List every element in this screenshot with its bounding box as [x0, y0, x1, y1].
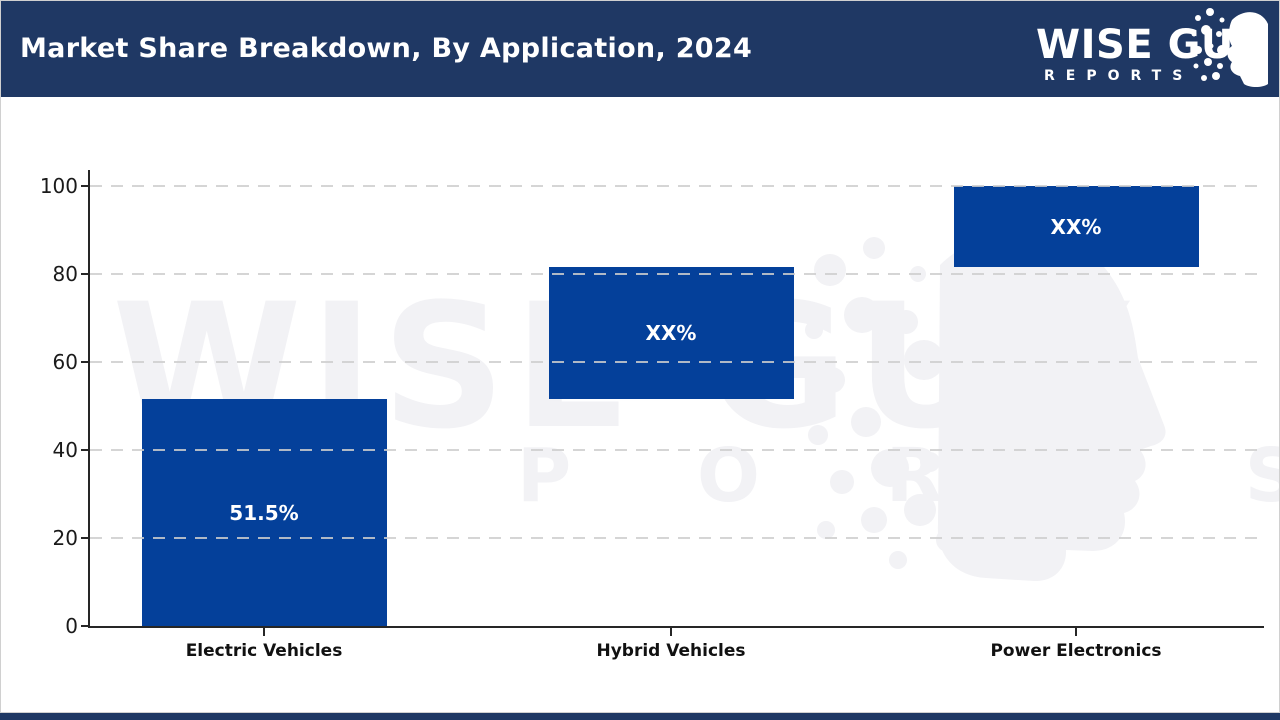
- y-tick-mark-60: [81, 361, 89, 363]
- x-category-label: Power Electronics: [990, 641, 1162, 661]
- y-tick-mark-20: [81, 537, 89, 539]
- y-tick-label-20: 20: [52, 526, 78, 550]
- logo-head-icon: [1227, 12, 1268, 87]
- y-tick-label-60: 60: [52, 350, 78, 374]
- y-tick-label-100: 100: [39, 174, 78, 198]
- y-tick-mark-80: [81, 273, 89, 275]
- gridline-y-60: [90, 361, 1262, 363]
- page-title: Market Share Breakdown, By Application, …: [20, 33, 753, 64]
- x-tick-mark-1: [263, 628, 265, 636]
- watermark-head-icon: [805, 231, 1166, 582]
- gridline-y-100: [90, 185, 1262, 187]
- y-tick-label-80: 80: [52, 262, 78, 286]
- y-axis-line: [88, 170, 90, 628]
- footer-accent-bar: [0, 713, 1280, 720]
- header-bar: Market Share Breakdown, By Application, …: [0, 0, 1280, 97]
- gridline-y-40: [90, 449, 1262, 451]
- bar-value-label: XX%: [645, 321, 697, 346]
- gridline-y-80: [90, 273, 1262, 275]
- x-category-label: Hybrid Vehicles: [596, 641, 746, 661]
- gridline-y-20: [90, 537, 1262, 539]
- logo-dots-icon: [1191, 8, 1227, 81]
- x-tick-mark-2: [670, 628, 672, 636]
- logo-wiseguy-text: WISE GUY: [1036, 22, 1264, 68]
- bar-value-label: 51.5%: [229, 500, 299, 525]
- y-tick-mark-0: [81, 625, 89, 627]
- bar-electric-vehicles: [141, 399, 387, 626]
- y-tick-mark-40: [81, 449, 89, 451]
- y-tick-label-0: 0: [65, 614, 78, 638]
- logo-reports-text: REPORTS: [1044, 68, 1193, 84]
- bar-value-label: XX%: [1050, 214, 1102, 239]
- x-category-label: Electric Vehicles: [185, 641, 343, 661]
- x-tick-mark-3: [1075, 628, 1077, 636]
- x-axis-line: [88, 626, 1264, 628]
- bar-hybrid-vehicles: [548, 267, 794, 400]
- wise-guy-reports-logo: WISE GUY REPORTS: [1036, 8, 1268, 87]
- y-tick-mark-100: [81, 185, 89, 187]
- y-tick-label-40: 40: [52, 438, 78, 462]
